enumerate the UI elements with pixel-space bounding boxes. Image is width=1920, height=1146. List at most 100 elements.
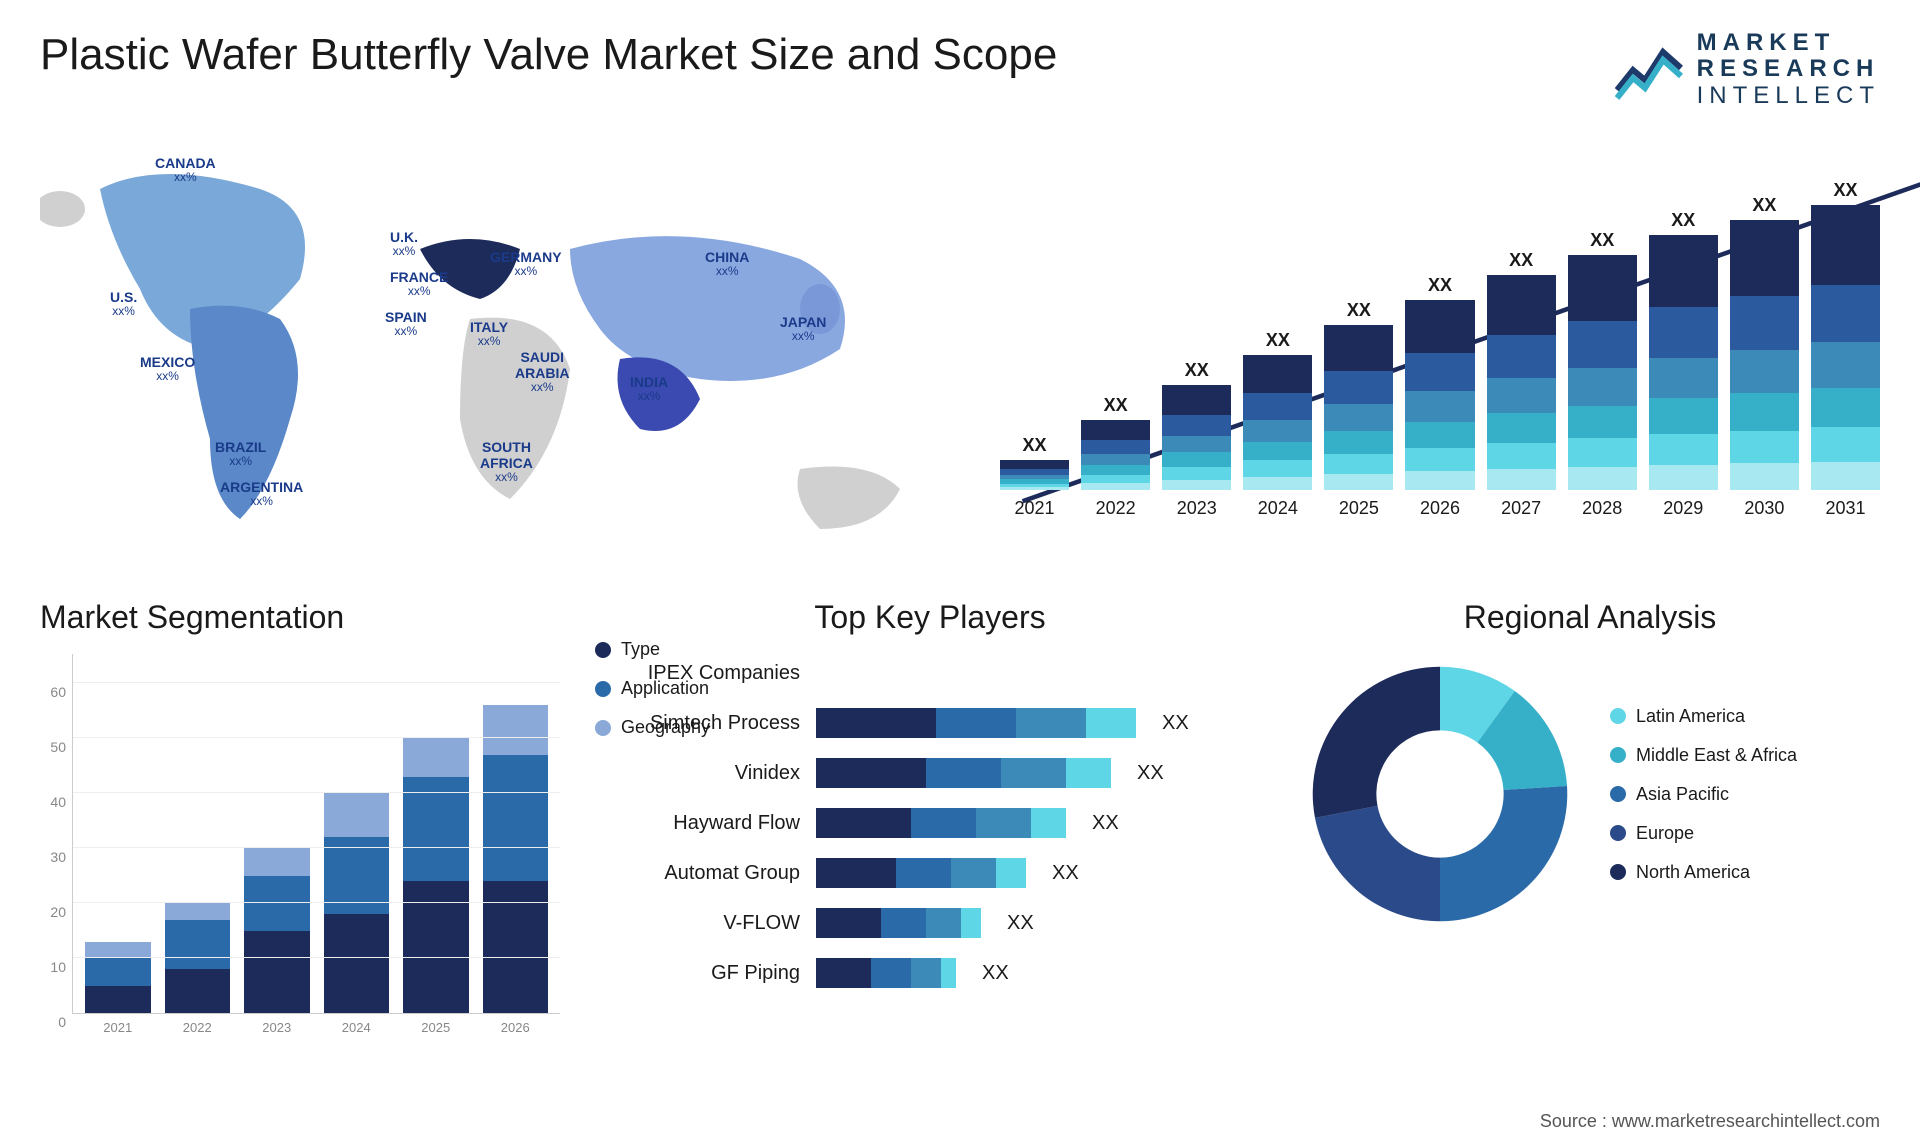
player-bar xyxy=(816,708,1136,738)
seg-bar: 2021 xyxy=(85,942,151,1014)
growth-year-label: 2026 xyxy=(1420,498,1460,519)
seg-bar: 2022 xyxy=(165,903,231,1013)
region-title: Regional Analysis xyxy=(1300,599,1880,636)
seg-legend-label: Application xyxy=(621,678,709,699)
segmentation-panel: Market Segmentation 0102030405060 202120… xyxy=(40,599,560,1039)
player-value: XX xyxy=(982,962,1009,985)
world-map-icon xyxy=(40,129,940,569)
growth-year-label: 2024 xyxy=(1258,498,1298,519)
players-title: Top Key Players xyxy=(610,599,1250,636)
player-name: V-FLOW xyxy=(610,912,800,935)
growth-value-label: XX xyxy=(1833,180,1857,201)
seg-ytick: 30 xyxy=(50,849,66,865)
donut-slice xyxy=(1315,806,1440,921)
segmentation-title: Market Segmentation xyxy=(40,599,560,636)
player-name: Hayward Flow xyxy=(610,812,800,835)
map-label: FRANCExx% xyxy=(390,269,448,299)
logo-line3: INTELLECT xyxy=(1697,83,1880,109)
growth-value-label: XX xyxy=(1023,435,1047,456)
region-legend-label: Europe xyxy=(1636,823,1694,844)
player-row: GF PipingXX xyxy=(610,954,1250,992)
map-label: CANADAxx% xyxy=(155,155,216,185)
player-value: XX xyxy=(1137,762,1164,785)
seg-bar: 2026 xyxy=(483,705,549,1013)
growth-bar: XX 2022 xyxy=(1081,395,1150,519)
growth-bar: XX 2023 xyxy=(1162,360,1231,519)
region-legend-label: Middle East & Africa xyxy=(1636,745,1797,766)
growth-value-label: XX xyxy=(1185,360,1209,381)
source-text: Source : www.marketresearchintellect.com xyxy=(1540,1111,1880,1132)
seg-year-label: 2025 xyxy=(421,1020,450,1035)
map-label: ARGENTINAxx% xyxy=(220,479,303,509)
growth-year-label: 2025 xyxy=(1339,498,1379,519)
player-bar xyxy=(816,758,1111,788)
player-row: V-FLOWXX xyxy=(610,904,1250,942)
growth-bar: XX 2029 xyxy=(1649,210,1718,519)
player-bar xyxy=(816,908,981,938)
region-legend-label: Latin America xyxy=(1636,706,1745,727)
logo-line2: RESEARCH xyxy=(1697,56,1880,82)
map-label: BRAZILxx% xyxy=(215,439,266,469)
brand-logo: MARKET RESEARCH INTELLECT xyxy=(1615,30,1880,109)
donut-slice xyxy=(1313,667,1440,818)
seg-year-label: 2021 xyxy=(103,1020,132,1035)
region-legend-label: North America xyxy=(1636,862,1750,883)
growth-year-label: 2027 xyxy=(1501,498,1541,519)
growth-year-label: 2022 xyxy=(1096,498,1136,519)
player-value: XX xyxy=(1092,812,1119,835)
growth-bar: XX 2026 xyxy=(1405,275,1474,519)
map-label: U.S.xx% xyxy=(110,289,137,319)
map-label: INDIAxx% xyxy=(630,374,668,404)
growth-bar: XX 2024 xyxy=(1243,330,1312,519)
seg-legend-item: Geography xyxy=(595,717,710,738)
player-bar xyxy=(816,958,956,988)
growth-value-label: XX xyxy=(1509,250,1533,271)
region-legend-item: Europe xyxy=(1610,823,1797,844)
seg-ytick: 20 xyxy=(50,904,66,920)
growth-bar: XX 2031 xyxy=(1811,180,1880,519)
player-row: Vinidex XX xyxy=(610,754,1250,792)
seg-year-label: 2022 xyxy=(183,1020,212,1035)
growth-value-label: XX xyxy=(1428,275,1452,296)
growth-value-label: XX xyxy=(1266,330,1290,351)
seg-year-label: 2026 xyxy=(501,1020,530,1035)
world-map-panel: CANADAxx% U.S.xx% MEXICOxx% BRAZILxx% ARGENT… xyxy=(40,129,940,569)
map-label: MEXICOxx% xyxy=(140,354,195,384)
map-label: SAUDIARABIAxx% xyxy=(515,349,569,395)
map-label: U.K.xx% xyxy=(390,229,418,259)
logo-line1: MARKET xyxy=(1697,30,1880,56)
map-label: GERMANYxx% xyxy=(490,249,562,279)
growth-bar: XX 2027 xyxy=(1487,250,1556,519)
region-panel: Regional Analysis Latin America Middle Ea… xyxy=(1300,599,1880,1039)
player-name: Vinidex xyxy=(610,762,800,785)
map-label: CHINAxx% xyxy=(705,249,749,279)
seg-ytick: 60 xyxy=(50,684,66,700)
region-legend-item: Latin America xyxy=(1610,706,1797,727)
seg-legend-item: Application xyxy=(595,678,710,699)
seg-bar: 2025 xyxy=(403,738,469,1013)
growth-bar: XX 2025 xyxy=(1324,300,1393,519)
region-legend-item: North America xyxy=(1610,862,1797,883)
growth-value-label: XX xyxy=(1671,210,1695,231)
growth-value-label: XX xyxy=(1104,395,1128,416)
seg-legend-label: Geography xyxy=(621,717,710,738)
map-label: ITALYxx% xyxy=(470,319,508,349)
region-legend-item: Middle East & Africa xyxy=(1610,745,1797,766)
growth-year-label: 2029 xyxy=(1663,498,1703,519)
growth-year-label: 2021 xyxy=(1015,498,1055,519)
seg-year-label: 2024 xyxy=(342,1020,371,1035)
growth-year-label: 2028 xyxy=(1582,498,1622,519)
growth-value-label: XX xyxy=(1347,300,1371,321)
growth-year-label: 2023 xyxy=(1177,498,1217,519)
player-row: Hayward Flow XX xyxy=(610,804,1250,842)
player-value: XX xyxy=(1162,712,1189,735)
player-name: Automat Group xyxy=(610,862,800,885)
donut-slice xyxy=(1440,786,1567,921)
map-label: SPAINxx% xyxy=(385,309,427,339)
player-bar xyxy=(816,808,1066,838)
seg-ytick: 10 xyxy=(50,959,66,975)
region-legend-label: Asia Pacific xyxy=(1636,784,1729,805)
seg-bar: 2024 xyxy=(324,793,390,1013)
growth-year-label: 2031 xyxy=(1825,498,1865,519)
player-row: Automat GroupXX xyxy=(610,854,1250,892)
